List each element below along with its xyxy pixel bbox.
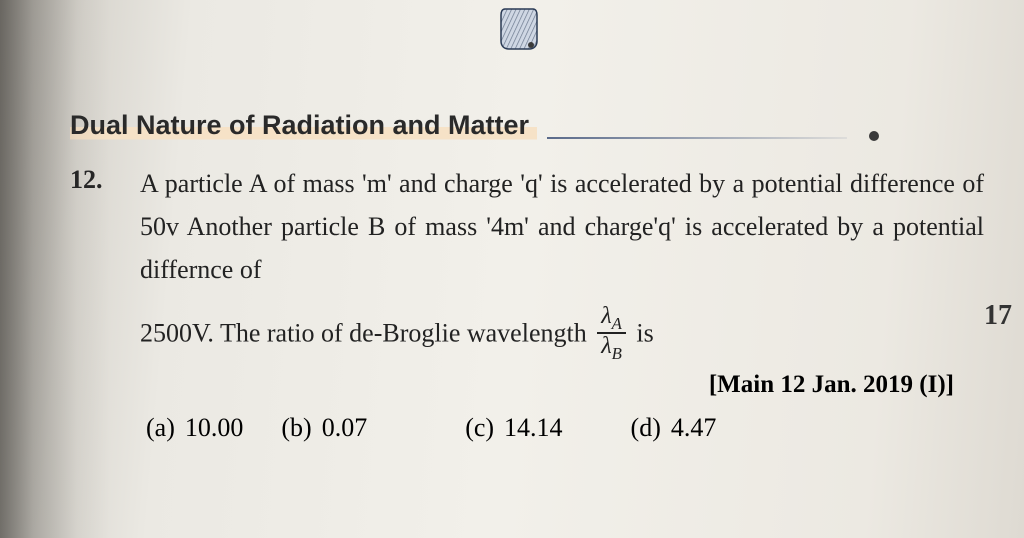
option-b-value: 0.07 — [322, 413, 368, 442]
q-line-4b: is — [636, 318, 653, 347]
option-c-value: 14.14 — [504, 413, 563, 442]
question-block: 12. A particle A of mass 'm' and charge … — [70, 163, 984, 443]
option-c-label: (c) — [465, 413, 494, 442]
option-b-label: (b) — [281, 413, 311, 442]
option-c: (c) 14.14 — [465, 413, 562, 443]
q-line-1: A particle A of mass 'm' and charge 'q' … — [140, 169, 744, 198]
option-a-label: (a) — [146, 413, 175, 442]
fraction-numerator: λA — [597, 304, 626, 334]
option-d: (d) 4.47 — [631, 413, 717, 443]
section-title: Dual Nature of Radiation and Matter — [70, 110, 537, 141]
question-number: 12. — [70, 165, 103, 195]
sub-a: A — [612, 313, 622, 332]
bookmark-icon — [498, 6, 540, 52]
option-d-label: (d) — [631, 413, 661, 442]
sub-b: B — [612, 344, 622, 363]
options-row: (a) 10.00 (b) 0.07 (c) 14.14 (d) 4.47 — [140, 413, 984, 443]
option-d-value: 4.47 — [671, 413, 717, 442]
lambda-a: λ — [601, 303, 611, 329]
fraction: λA λB — [597, 304, 626, 363]
fraction-denominator: λB — [597, 334, 626, 362]
question-text: A particle A of mass 'm' and charge 'q' … — [140, 163, 984, 365]
question-source: [Main 12 Jan. 2019 (I)] — [140, 371, 984, 399]
next-question-number: 17 — [984, 300, 1012, 332]
page: Dual Nature of Radiation and Matter 12. … — [0, 0, 1024, 538]
option-a-value: 10.00 — [185, 413, 244, 442]
lambda-b: λ — [601, 333, 611, 359]
option-a: (a) 10.00 — [146, 413, 243, 443]
q-line-4a: 2500V. The ratio of de-Broglie wavelengt… — [140, 318, 593, 347]
section-title-dot — [869, 131, 879, 141]
section-title-rule — [547, 137, 847, 139]
option-b: (b) 0.07 — [281, 413, 367, 443]
